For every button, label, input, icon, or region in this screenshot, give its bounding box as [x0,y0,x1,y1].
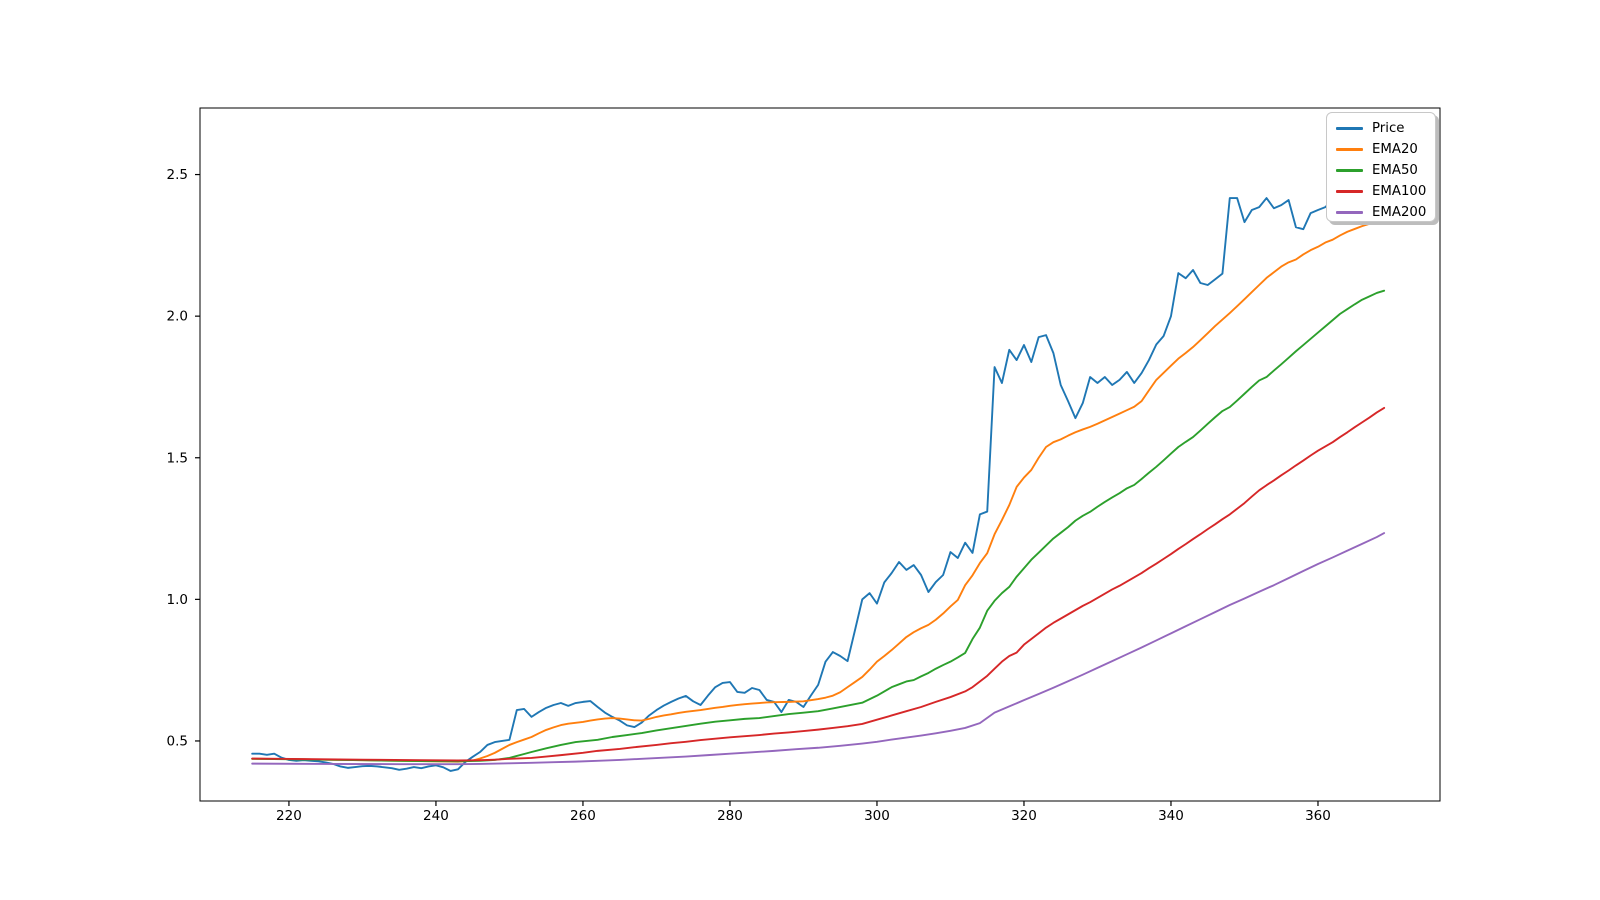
legend-entry-ema200: EMA200 [1336,202,1426,223]
legend-entry-ema50: EMA50 [1336,160,1426,181]
series-line-ema200 [251,532,1386,766]
y-tick-label: 0.5 [167,733,188,749]
legend-line-swatch [1336,190,1363,193]
series-line-ema100 [251,406,1386,762]
legend-label: EMA100 [1372,184,1427,199]
legend-label: EMA20 [1372,142,1418,157]
legend-line-swatch [1336,127,1363,130]
legend-label: Price [1372,121,1405,136]
series-line-price [251,138,1386,772]
x-tick-label: 340 [1158,808,1184,824]
legend-line-swatch [1336,211,1363,214]
x-tick-label: 260 [570,808,596,824]
y-tick-label: 1.0 [167,592,188,608]
y-tick-label: 2.0 [167,309,188,325]
legend-line-swatch [1336,148,1363,151]
legend-label: EMA50 [1372,163,1418,178]
legend-entry-price: Price [1336,118,1426,139]
legend-entry-ema100: EMA100 [1336,181,1426,202]
x-tick-label: 280 [717,808,743,824]
y-tick-label: 2.5 [167,167,188,183]
legend-label: EMA200 [1372,205,1427,220]
y-tick-label: 1.5 [167,450,188,466]
legend: Price EMA20 EMA50 EMA100 EMA200 [1326,112,1437,223]
x-tick-label: 360 [1305,808,1331,824]
x-tick-label: 220 [276,808,302,824]
series-line-ema20 [251,218,1386,763]
x-tick-label: 240 [423,808,449,824]
series-line-ema50 [251,289,1386,763]
x-tick-label: 320 [1011,808,1037,824]
x-tick-label: 300 [864,808,890,824]
legend-entry-ema20: EMA20 [1336,139,1426,160]
axes-spines [199,107,1441,802]
legend-line-swatch [1336,169,1363,172]
